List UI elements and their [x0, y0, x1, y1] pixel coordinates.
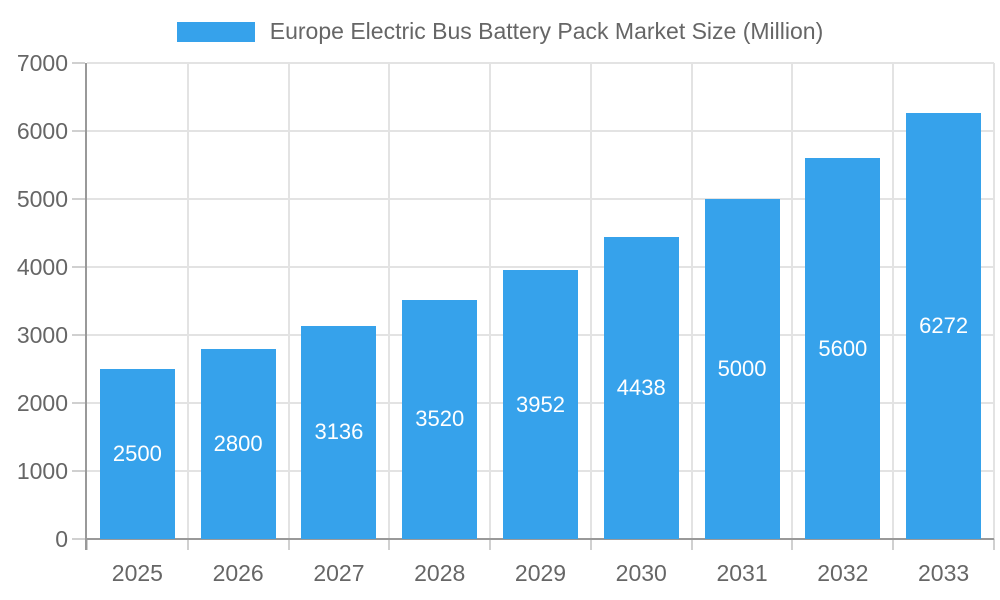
x-axis-label: 2027: [313, 560, 365, 586]
y-axis-label: 6000: [16, 118, 68, 144]
x-axis-tick: [489, 539, 492, 550]
y-axis-tick: [72, 470, 85, 472]
bar-value-label: 5600: [818, 335, 868, 361]
x-axis-tick: [690, 539, 693, 550]
bar-2027: 3136: [301, 325, 377, 539]
bar-value-label: 3952: [516, 391, 565, 417]
bar-value-label: 4438: [616, 375, 666, 401]
y-axis-label: 1000: [16, 458, 68, 484]
x-axis-label: 2030: [615, 560, 667, 586]
x-axis-label: 2031: [716, 560, 768, 586]
plot-area: 0 1000 2000 3000 4000 5000 6000 7000 2500 2025 280…: [17, 51, 995, 585]
x-gridline: [388, 63, 391, 539]
y-axis-tick: [72, 334, 85, 336]
x-gridline: [186, 63, 189, 539]
y-gridline: [87, 62, 994, 64]
bar-value-label: 2500: [112, 441, 162, 466]
y-axis-tick: [72, 266, 85, 268]
x-axis-label: 2026: [212, 560, 264, 586]
legend-swatch: [176, 21, 255, 42]
x-axis-label: 2032: [817, 560, 869, 586]
bar-2028: 3520: [402, 299, 478, 539]
bar-value-label: 6272: [919, 312, 969, 338]
x-axis-tick: [287, 539, 290, 550]
x-axis-tick: [589, 539, 592, 550]
x-axis-label: 2028: [414, 560, 466, 586]
bar-value-label: 2800: [213, 430, 263, 456]
y-axis-label: 7000: [16, 50, 68, 76]
y-axis-label: 0: [55, 526, 68, 552]
y-axis-label: 3000: [16, 322, 68, 348]
x-gridline: [287, 63, 290, 539]
bar-2031: 5000: [704, 199, 780, 539]
x-gridline: [993, 63, 995, 539]
x-axis-tick: [993, 539, 995, 550]
bar-value-label: 5000: [717, 356, 767, 381]
bar-2029: 3952: [503, 270, 578, 539]
y-axis-label: 2000: [16, 390, 68, 416]
x-axis-label: 2025: [111, 560, 163, 586]
legend[interactable]: Europe Electric Bus Battery Pack Market …: [0, 18, 1000, 45]
x-axis-tick: [791, 539, 794, 550]
y-axis-tick: [72, 62, 85, 64]
x-gridline: [690, 63, 693, 539]
y-axis-line: [85, 63, 87, 550]
y-gridline: [87, 266, 994, 268]
y-axis-tick: [72, 130, 85, 132]
bar-2030: 4438: [603, 237, 679, 539]
x-axis-label: 2033: [918, 560, 970, 586]
x-axis-tick: [86, 539, 88, 550]
bar-2025: 2500: [99, 369, 175, 539]
y-axis-tick: [72, 538, 85, 540]
legend-label: Europe Electric Bus Battery Pack Market …: [269, 18, 824, 44]
x-axis-tick: [186, 539, 189, 550]
x-axis-line: [85, 538, 994, 540]
y-gridline: [87, 198, 994, 200]
x-gridline: [791, 63, 794, 539]
bar-2032: 5600: [805, 158, 881, 539]
y-axis-tick: [72, 198, 85, 200]
x-axis-label: 2029: [514, 560, 567, 586]
x-axis-tick: [892, 539, 895, 550]
bar-2033: 6272: [906, 112, 982, 539]
x-axis-tick: [388, 539, 391, 550]
y-axis-label: 4000: [16, 254, 68, 280]
x-gridline: [589, 63, 592, 539]
x-gridline: [489, 63, 492, 539]
bar-value-label: 3136: [314, 419, 364, 445]
y-axis-tick: [72, 402, 85, 404]
x-gridline: [892, 63, 895, 539]
bar-2026: 2800: [200, 348, 276, 539]
bar-value-label: 3520: [415, 406, 465, 432]
y-axis-label: 5000: [16, 186, 68, 212]
y-gridline: [87, 130, 994, 132]
